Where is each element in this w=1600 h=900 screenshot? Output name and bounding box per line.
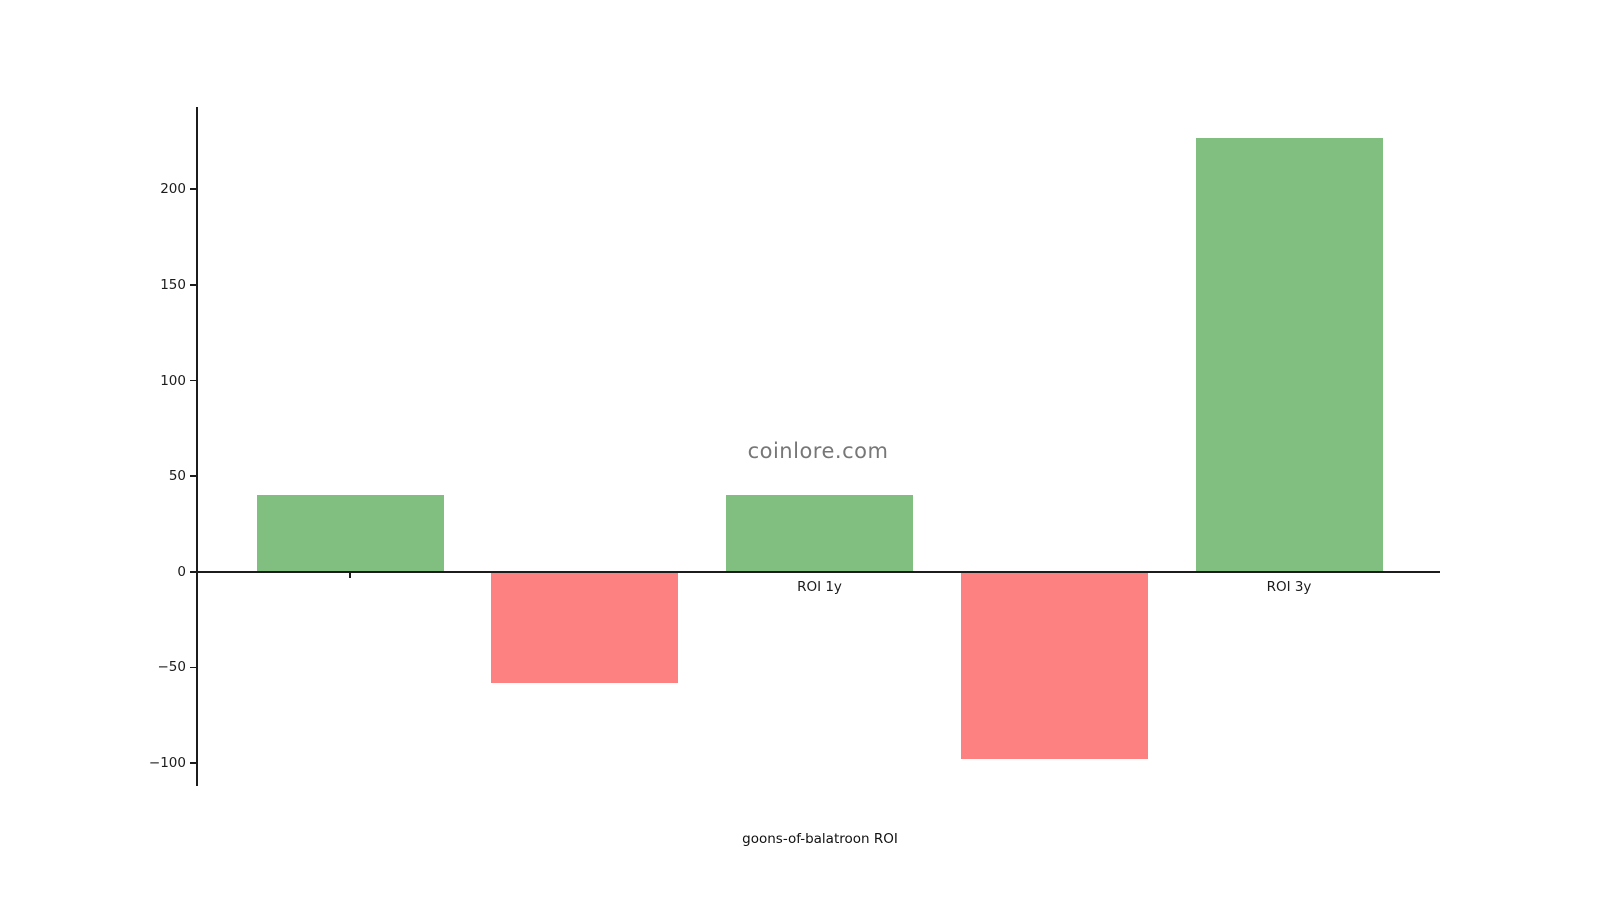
y-tick-mark xyxy=(190,284,197,286)
bar-roi-1y xyxy=(726,495,913,572)
y-tick-mark xyxy=(190,379,197,382)
x-tick-label-roi-1y: ROI 1y xyxy=(797,578,842,595)
y-tick-label: 150 xyxy=(160,276,186,293)
y-tick-mark xyxy=(190,188,197,190)
y-tick-mark xyxy=(190,762,197,764)
y-axis-line xyxy=(196,107,198,786)
y-tick-label: 50 xyxy=(168,468,186,485)
y-tick-label: −100 xyxy=(148,755,186,772)
x-tick-label-roi-3y: ROI 3y xyxy=(1266,578,1312,595)
x-tick-mark xyxy=(349,571,351,578)
y-tick-label: 100 xyxy=(160,372,186,389)
bar-series-1 xyxy=(491,571,679,683)
y-tick-label: 200 xyxy=(160,181,186,198)
watermark-text: coinlore.com xyxy=(747,439,889,463)
y-tick-mark xyxy=(190,571,197,573)
bar-series-3 xyxy=(960,571,1148,760)
bar-roi-3y xyxy=(1195,137,1383,572)
y-tick-mark xyxy=(190,475,197,477)
y-tick-mark xyxy=(190,666,197,669)
x-axis-line xyxy=(197,571,1440,573)
chart-title: goons-of-balatroon ROI xyxy=(742,831,898,847)
y-tick-label: −50 xyxy=(157,659,187,676)
bar-series-0 xyxy=(256,495,444,572)
y-tick-label: 0 xyxy=(177,563,186,580)
